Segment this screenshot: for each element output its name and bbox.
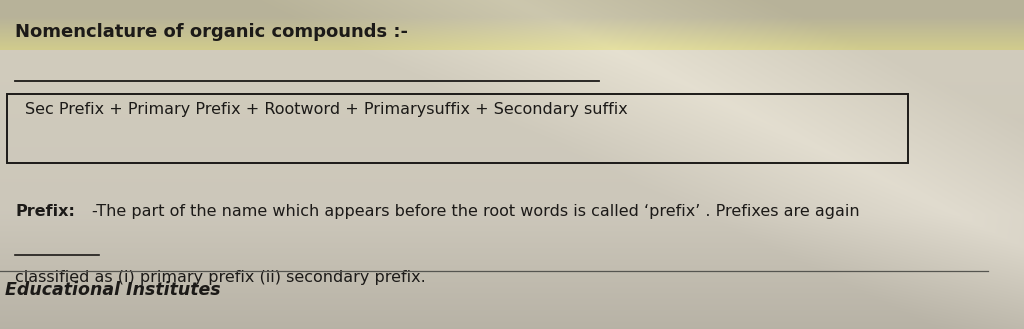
Text: Sec Prefix + Primary Prefix + Rootword + Primarysuffix + Secondary suffix: Sec Prefix + Primary Prefix + Rootword +… (25, 102, 628, 117)
Text: Nomenclature of organic compounds :-: Nomenclature of organic compounds :- (15, 23, 409, 41)
Text: Educational Institutes: Educational Institutes (5, 281, 221, 299)
Text: classified as (i) primary prefix (ii) secondary prefix.: classified as (i) primary prefix (ii) se… (15, 270, 426, 285)
Text: -The part of the name which appears before the root words is called ‘prefix’ . P: -The part of the name which appears befo… (92, 204, 860, 219)
Text: Prefix:: Prefix: (15, 204, 75, 219)
